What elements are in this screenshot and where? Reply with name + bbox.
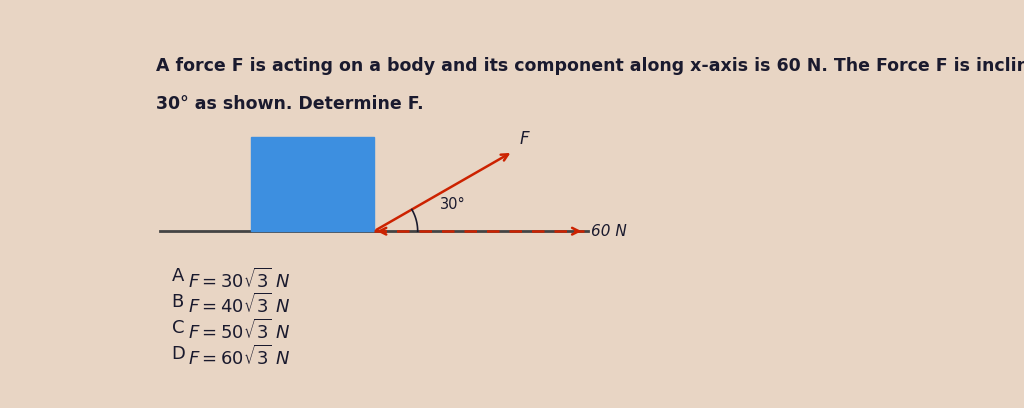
Text: B: B xyxy=(172,293,184,311)
Text: F: F xyxy=(519,131,528,149)
Bar xyxy=(251,137,374,231)
Text: 30° as shown. Determine F.: 30° as shown. Determine F. xyxy=(156,95,423,113)
Text: $F = 40\sqrt{3}\ N$: $F = 40\sqrt{3}\ N$ xyxy=(187,293,290,317)
Text: $F = 50\sqrt{3}\ N$: $F = 50\sqrt{3}\ N$ xyxy=(187,319,290,343)
Text: A force F is acting on a body and its component along x-axis is 60 N. The Force : A force F is acting on a body and its co… xyxy=(156,57,1024,75)
Text: A: A xyxy=(172,267,184,285)
Text: 60 N: 60 N xyxy=(591,224,627,239)
Text: 30°: 30° xyxy=(440,197,466,212)
Text: C: C xyxy=(172,319,184,337)
Text: $F = 30\sqrt{3}\ N$: $F = 30\sqrt{3}\ N$ xyxy=(187,267,290,291)
Text: D: D xyxy=(172,345,185,363)
Text: $F = 60\sqrt{3}\ N$: $F = 60\sqrt{3}\ N$ xyxy=(187,345,290,369)
